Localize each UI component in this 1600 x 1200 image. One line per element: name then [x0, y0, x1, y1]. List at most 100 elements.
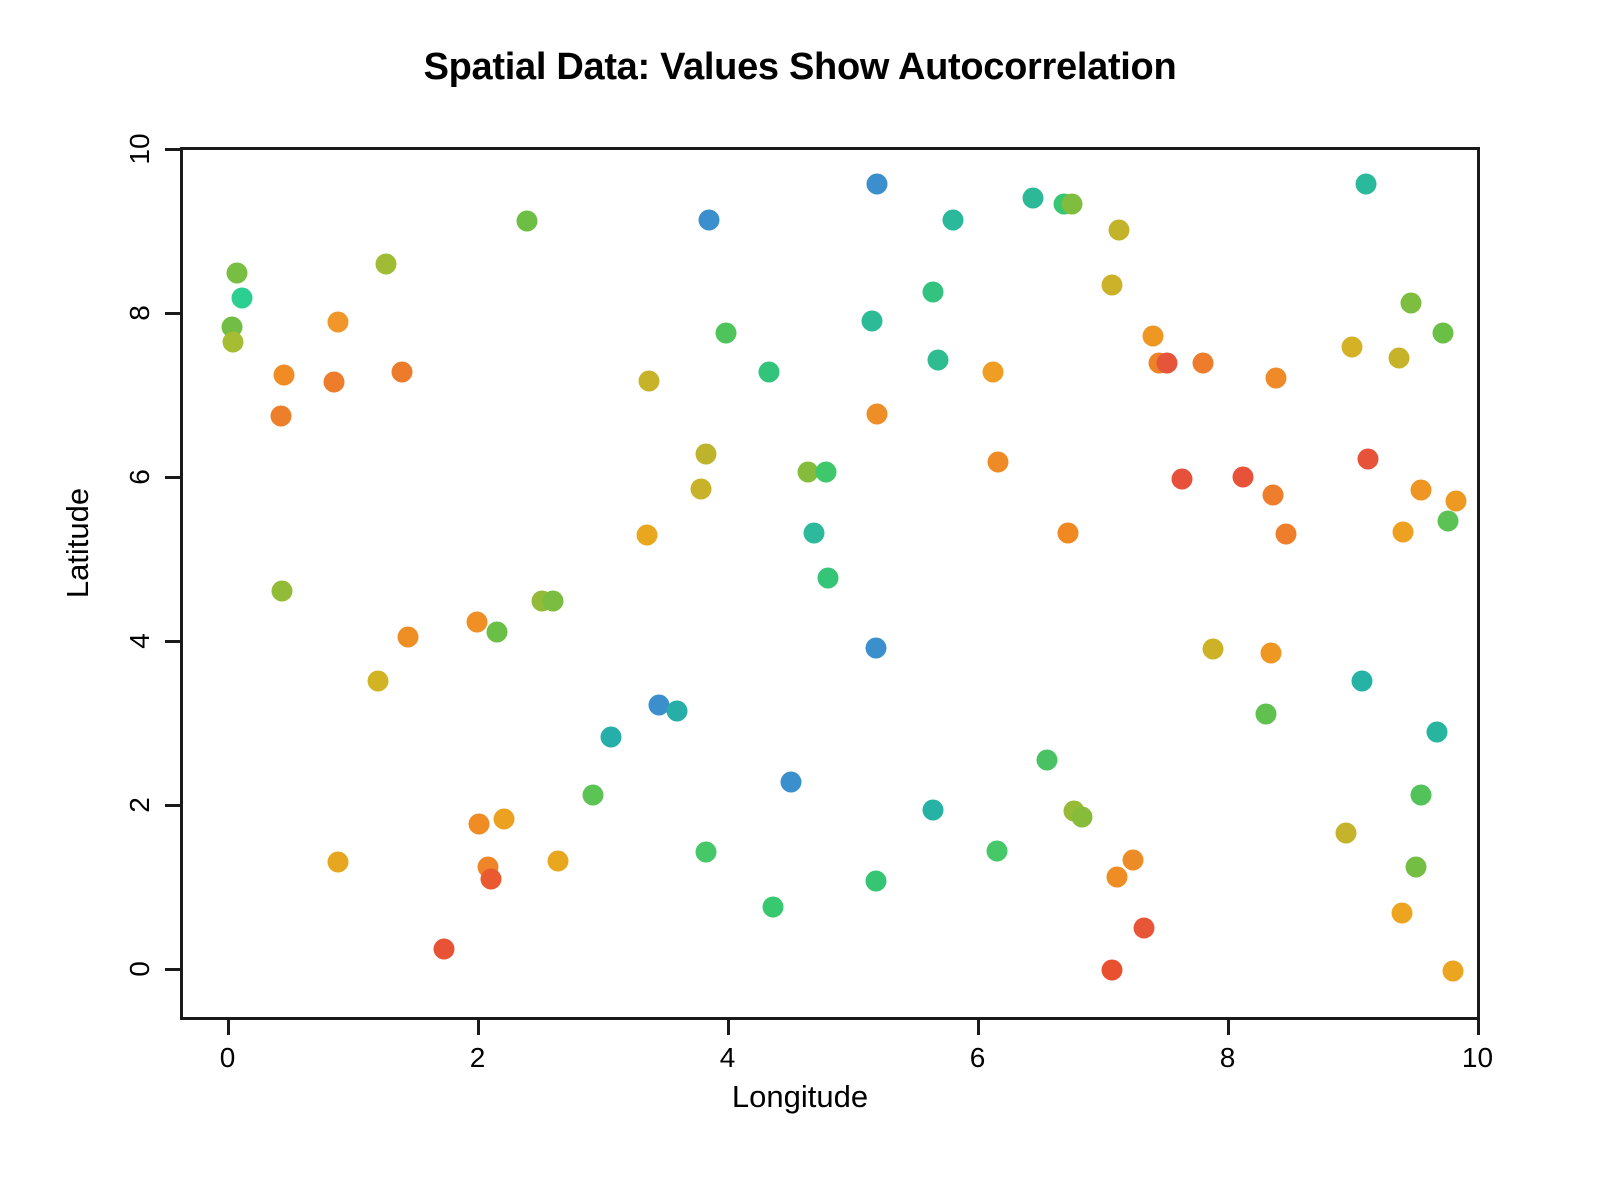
- scatter-point: [1106, 866, 1128, 888]
- scatter-point: [600, 726, 621, 748]
- scatter-point: [1036, 749, 1058, 771]
- scatter-point: [397, 626, 419, 648]
- scatter-point: [486, 621, 508, 643]
- page-title: Spatial Data: Values Show Autocorrelatio…: [423, 46, 1177, 88]
- scatter-point: [1341, 336, 1363, 358]
- y-axis-tick-label: 2: [124, 797, 155, 813]
- x-axis-tick-label: 4: [719, 1042, 736, 1073]
- scatter-point: [327, 311, 349, 333]
- scatter-point: [480, 868, 501, 890]
- x-axis-tick-label: 10: [1461, 1042, 1494, 1073]
- x-axis-tick-label: 0: [219, 1042, 236, 1073]
- y-axis-tick: [165, 147, 180, 151]
- scatter-point: [231, 287, 253, 309]
- scatter-point: [636, 524, 658, 546]
- scatter-point: [780, 771, 801, 793]
- scatter-point: [582, 784, 604, 806]
- scatter-point: [493, 808, 515, 830]
- scatter-point: [1108, 219, 1130, 241]
- scatter-point: [1262, 484, 1284, 506]
- scatter-point: [695, 841, 716, 863]
- scatter-point: [1437, 510, 1459, 532]
- scatter-point: [1232, 466, 1254, 488]
- scatter-point: [815, 461, 836, 483]
- scatter-point: [922, 281, 944, 303]
- y-axis-tick: [165, 311, 180, 315]
- scatter-point: [1260, 642, 1281, 664]
- scatter-point: [817, 567, 839, 589]
- scatter-point: [1071, 806, 1093, 828]
- x-axis-tick: [226, 1020, 230, 1035]
- x-axis-tick: [476, 1020, 480, 1035]
- x-axis-tick-label: 2: [469, 1042, 486, 1073]
- scatter-point: [1445, 490, 1466, 512]
- scatter-point: [1122, 849, 1144, 871]
- scatter-point: [1410, 479, 1431, 501]
- y-axis-tick-label: 10: [124, 133, 155, 165]
- scatter-point: [1101, 959, 1123, 981]
- scatter-point: [715, 322, 736, 344]
- scatter-point: [323, 371, 345, 393]
- scatter-point: [433, 938, 455, 960]
- scatter-point: [1265, 367, 1286, 389]
- scatter-point: [982, 361, 1004, 383]
- scatter-point: [516, 210, 538, 232]
- y-axis-tick-label: 8: [124, 304, 155, 321]
- scatter-point: [666, 700, 688, 722]
- y-axis-label: Latitude: [60, 487, 95, 599]
- plot-area: [180, 147, 1480, 1020]
- scatter-point: [695, 443, 716, 465]
- scatter-point: [865, 637, 886, 659]
- scatter-point: [758, 361, 780, 383]
- scatter-point: [986, 840, 1008, 862]
- scatter-point: [271, 580, 293, 602]
- scatter-point: [861, 310, 883, 332]
- y-axis-tick: [165, 475, 180, 479]
- y-axis-tick: [165, 968, 180, 972]
- scatter-point: [1057, 522, 1079, 544]
- scatter-point: [542, 590, 564, 612]
- scatter-point: [1392, 521, 1414, 543]
- scatter-point: [391, 361, 413, 383]
- scatter-point: [690, 478, 711, 500]
- scatter-point: [1275, 523, 1296, 545]
- scatter-point: [1410, 784, 1431, 806]
- x-axis-tick: [1226, 1020, 1230, 1035]
- scatter-point: [468, 813, 490, 835]
- x-axis-tick-label: 6: [969, 1042, 986, 1073]
- scatter-point: [987, 451, 1009, 473]
- scatter-point: [222, 331, 244, 353]
- x-axis-tick: [726, 1020, 730, 1035]
- scatter-point: [638, 370, 660, 392]
- scatter-point: [797, 461, 819, 483]
- scatter-point: [375, 253, 396, 275]
- scatter-point: [1442, 960, 1464, 982]
- scatter-point: [1142, 325, 1164, 347]
- y-axis-tick: [165, 804, 180, 808]
- scatter-point: [1355, 173, 1376, 195]
- scatter-point: [1171, 468, 1193, 490]
- scatter-point: [1388, 347, 1410, 369]
- scatter-point: [1022, 187, 1044, 209]
- x-axis-tick: [1476, 1020, 1480, 1035]
- y-axis-tick-label: 6: [124, 469, 155, 485]
- scatter-point: [1156, 352, 1178, 374]
- scatter-point: [1405, 856, 1426, 878]
- scatter-point: [547, 850, 569, 872]
- scatter-point: [1426, 721, 1448, 743]
- y-axis-tick: [165, 639, 180, 643]
- scatter-point: [1391, 902, 1413, 924]
- scatter-point: [698, 209, 720, 231]
- scatter-point: [803, 522, 825, 544]
- scatter-point: [1335, 822, 1356, 844]
- scatter-point: [273, 364, 295, 386]
- x-axis-tick: [976, 1020, 980, 1035]
- scatter-point: [466, 611, 488, 633]
- y-axis-tick-label: 4: [124, 633, 155, 649]
- x-axis-tick-label: 8: [1219, 1042, 1236, 1073]
- scatter-point: [1255, 703, 1276, 725]
- scatter-point: [865, 870, 886, 892]
- scatter-point: [927, 349, 949, 371]
- scatter-point: [922, 799, 944, 821]
